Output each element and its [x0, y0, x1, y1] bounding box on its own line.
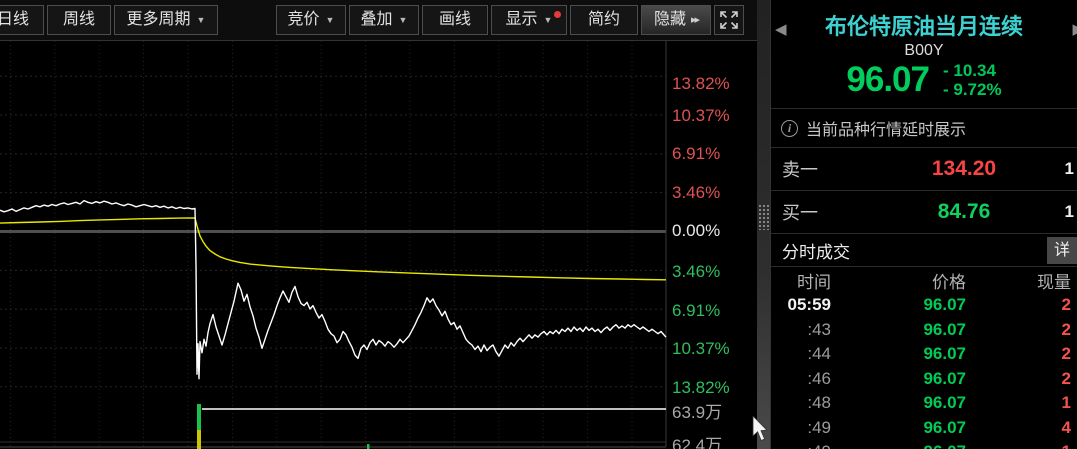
trade-qty: 2	[1061, 368, 1071, 388]
auction-button[interactable]: 竞价 ▼	[276, 5, 346, 35]
tape-row: :49 96.07 1	[771, 440, 1077, 449]
trade-qty: 1	[1061, 393, 1071, 413]
tape-detail-button[interactable]: 详	[1047, 237, 1077, 264]
more-periods-button[interactable]: 更多周期 ▼	[114, 5, 218, 35]
col-header-time: 时间	[797, 272, 831, 292]
notification-dot	[554, 11, 561, 18]
axis-tick-label: 6.91%	[672, 301, 721, 320]
overlay-button[interactable]: 叠加 ▼	[349, 5, 419, 35]
toolbar-buttons: 日线 周线 更多周期 ▼ 竞价 ▼ 叠加 ▼ 画线 显示 ▼ 简约 隐藏 ▸▸	[0, 5, 747, 35]
tape-row: :49 96.07 4	[771, 416, 1077, 441]
weekly-line-button[interactable]: 周线	[47, 5, 111, 35]
last-price: 96.07	[846, 60, 930, 99]
chevron-down-icon: ▼	[196, 15, 206, 25]
change-value: - 10.34	[943, 61, 996, 80]
display-button[interactable]: 显示 ▼	[491, 5, 567, 35]
expand-icon	[720, 11, 738, 29]
draw-line-button[interactable]: 画线	[422, 5, 488, 35]
col-header-price: 价格	[932, 272, 966, 292]
ask-quantity: 1	[1064, 159, 1074, 178]
tape-row: :44 96.07 2	[771, 342, 1077, 367]
tape-table-header: 时间 价格 现量	[771, 267, 1077, 293]
trade-time: :48	[807, 393, 831, 413]
hide-panel-button[interactable]: 隐藏 ▸▸	[641, 5, 711, 35]
axis-tick-label: 10.37%	[672, 106, 730, 125]
trade-qty: 4	[1061, 417, 1071, 437]
bid-row[interactable]: 买一 84.76 1	[771, 191, 1077, 234]
trade-time: :49	[807, 417, 831, 437]
ask-price: 134.20	[931, 157, 997, 180]
trade-price: 96.07	[831, 442, 966, 449]
trade-time: :46	[807, 368, 831, 388]
bid-price: 84.76	[937, 200, 991, 223]
percent-axis: 13.82% 10.37% 6.91% 3.46% 0.00% 3.46% 6.…	[667, 0, 757, 449]
chevron-down-icon: ▼	[398, 15, 408, 25]
daily-line-button[interactable]: 日线	[0, 5, 44, 35]
prev-instrument-arrow-icon[interactable]: ◀	[775, 21, 787, 38]
volume-axis-label: 62.4万	[672, 436, 723, 449]
info-icon: i	[781, 119, 798, 137]
fullscreen-button[interactable]	[714, 5, 744, 35]
trade-price: 96.07	[923, 319, 966, 339]
ask-row[interactable]: 卖一 134.20 1	[771, 148, 1077, 191]
trade-price: 96.07	[923, 344, 966, 364]
axis-tick-label: 3.46%	[672, 262, 721, 281]
bid-quantity: 1	[1064, 202, 1074, 221]
tape-row: :46 96.07 2	[771, 367, 1077, 392]
trade-time: 05:59	[787, 295, 831, 315]
trade-price: 96.07	[923, 368, 966, 388]
simple-mode-button[interactable]: 简约	[570, 5, 638, 35]
trade-price: 96.07	[923, 417, 966, 437]
trade-qty: 1	[966, 442, 1077, 449]
axis-tick-label: 10.37%	[672, 339, 730, 358]
axis-tick-label: 13.82%	[672, 378, 730, 397]
price-change: - 10.34 - 9.72%	[943, 61, 1002, 99]
axis-tick-label: 6.91%	[672, 144, 721, 163]
instrument-title: 布伦特原油当月连续	[824, 14, 1023, 39]
axis-tick-label: 13.82%	[672, 74, 730, 93]
trade-time: :49	[771, 442, 831, 449]
instrument-code: B00Y	[904, 42, 944, 59]
axis-zero-label: 0.00%	[672, 221, 721, 240]
quote-header: ◀ ▶ 布伦特原油当月连续 B00Y 96.07 - 10.34 - 9.72%	[771, 0, 1077, 109]
double-arrow-right-icon: ▸▸	[690, 14, 700, 26]
trade-qty: 2	[1061, 295, 1071, 315]
delay-notice: i 当前品种行情延时展示	[771, 109, 1077, 148]
change-percent: - 9.72%	[943, 80, 1002, 99]
tape-section-header: 分时成交 详	[771, 234, 1077, 267]
tape-row: 05:59 96.07 2	[771, 293, 1077, 318]
delay-notice-text: 当前品种行情延时展示	[806, 122, 967, 139]
trade-time: :43	[807, 319, 831, 339]
quote-panel: ◀ ▶ 布伦特原油当月连续 B00Y 96.07 - 10.34 - 9.72%…	[770, 0, 1077, 449]
col-header-qty: 现量	[1037, 272, 1071, 292]
chart-toolbar: 日线 周线 更多周期 ▼ 竞价 ▼ 叠加 ▼ 画线 显示 ▼ 简约 隐藏 ▸▸	[0, 0, 757, 41]
ask-label: 卖一	[782, 160, 818, 180]
chevron-down-icon: ▼	[543, 15, 553, 25]
trade-time: :44	[807, 344, 831, 364]
tape-row: :48 96.07 1	[771, 391, 1077, 416]
volume-axis-label: 63.9万	[672, 403, 723, 422]
trade-qty: 2	[1061, 344, 1071, 364]
timeshare-chart[interactable]	[0, 41, 667, 449]
tape-row: :43 96.07 2	[771, 318, 1077, 343]
trade-price: 96.07	[923, 295, 966, 315]
bid-label: 买一	[782, 203, 818, 223]
axis-tick-label: 3.46%	[672, 183, 721, 202]
price-row: 96.07 - 10.34 - 9.72%	[771, 60, 1077, 100]
trade-qty: 2	[1061, 319, 1071, 339]
next-instrument-arrow-icon[interactable]: ▶	[1072, 20, 1077, 38]
resize-handle-icon[interactable]	[758, 204, 769, 230]
tape-title: 分时成交	[782, 242, 850, 262]
trade-price: 96.07	[923, 393, 966, 413]
mouse-cursor	[752, 416, 767, 442]
chevron-down-icon: ▼	[325, 15, 335, 25]
